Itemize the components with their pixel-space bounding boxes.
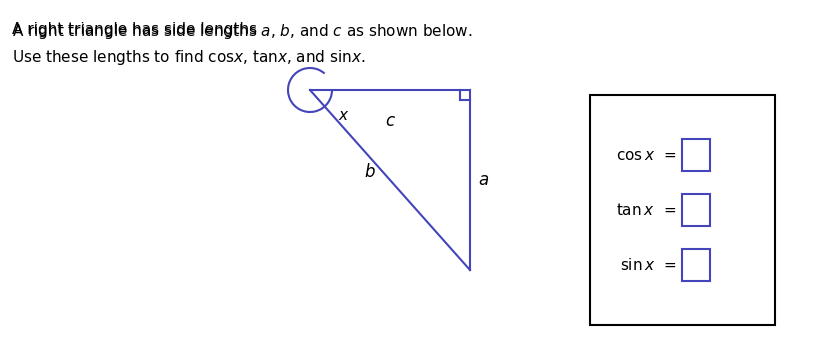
Text: $b$: $b$ bbox=[364, 163, 376, 181]
Text: A right triangle has side lengths: A right triangle has side lengths bbox=[12, 22, 262, 37]
Bar bbox=[590, 95, 775, 325]
Text: $c$: $c$ bbox=[384, 112, 396, 130]
Text: $x$: $x$ bbox=[338, 108, 349, 123]
Text: $\sin x$: $\sin x$ bbox=[619, 257, 655, 273]
Text: =: = bbox=[663, 203, 676, 218]
Bar bbox=[682, 139, 710, 171]
Text: A right triangle has side lengths $a$, $b$, and $c$ as shown below.: A right triangle has side lengths $a$, $… bbox=[12, 22, 472, 41]
Text: =: = bbox=[663, 147, 676, 163]
Text: $\tan x$: $\tan x$ bbox=[616, 202, 655, 218]
Text: =: = bbox=[663, 258, 676, 272]
Bar bbox=[682, 194, 710, 226]
Text: Use these lengths to find $\mathregular{cos}$$x$, $\mathregular{tan}$$x$, and $\: Use these lengths to find $\mathregular{… bbox=[12, 48, 365, 67]
Bar bbox=[682, 249, 710, 281]
Text: $\cos x$: $\cos x$ bbox=[615, 147, 655, 163]
Text: $a$: $a$ bbox=[478, 171, 489, 189]
